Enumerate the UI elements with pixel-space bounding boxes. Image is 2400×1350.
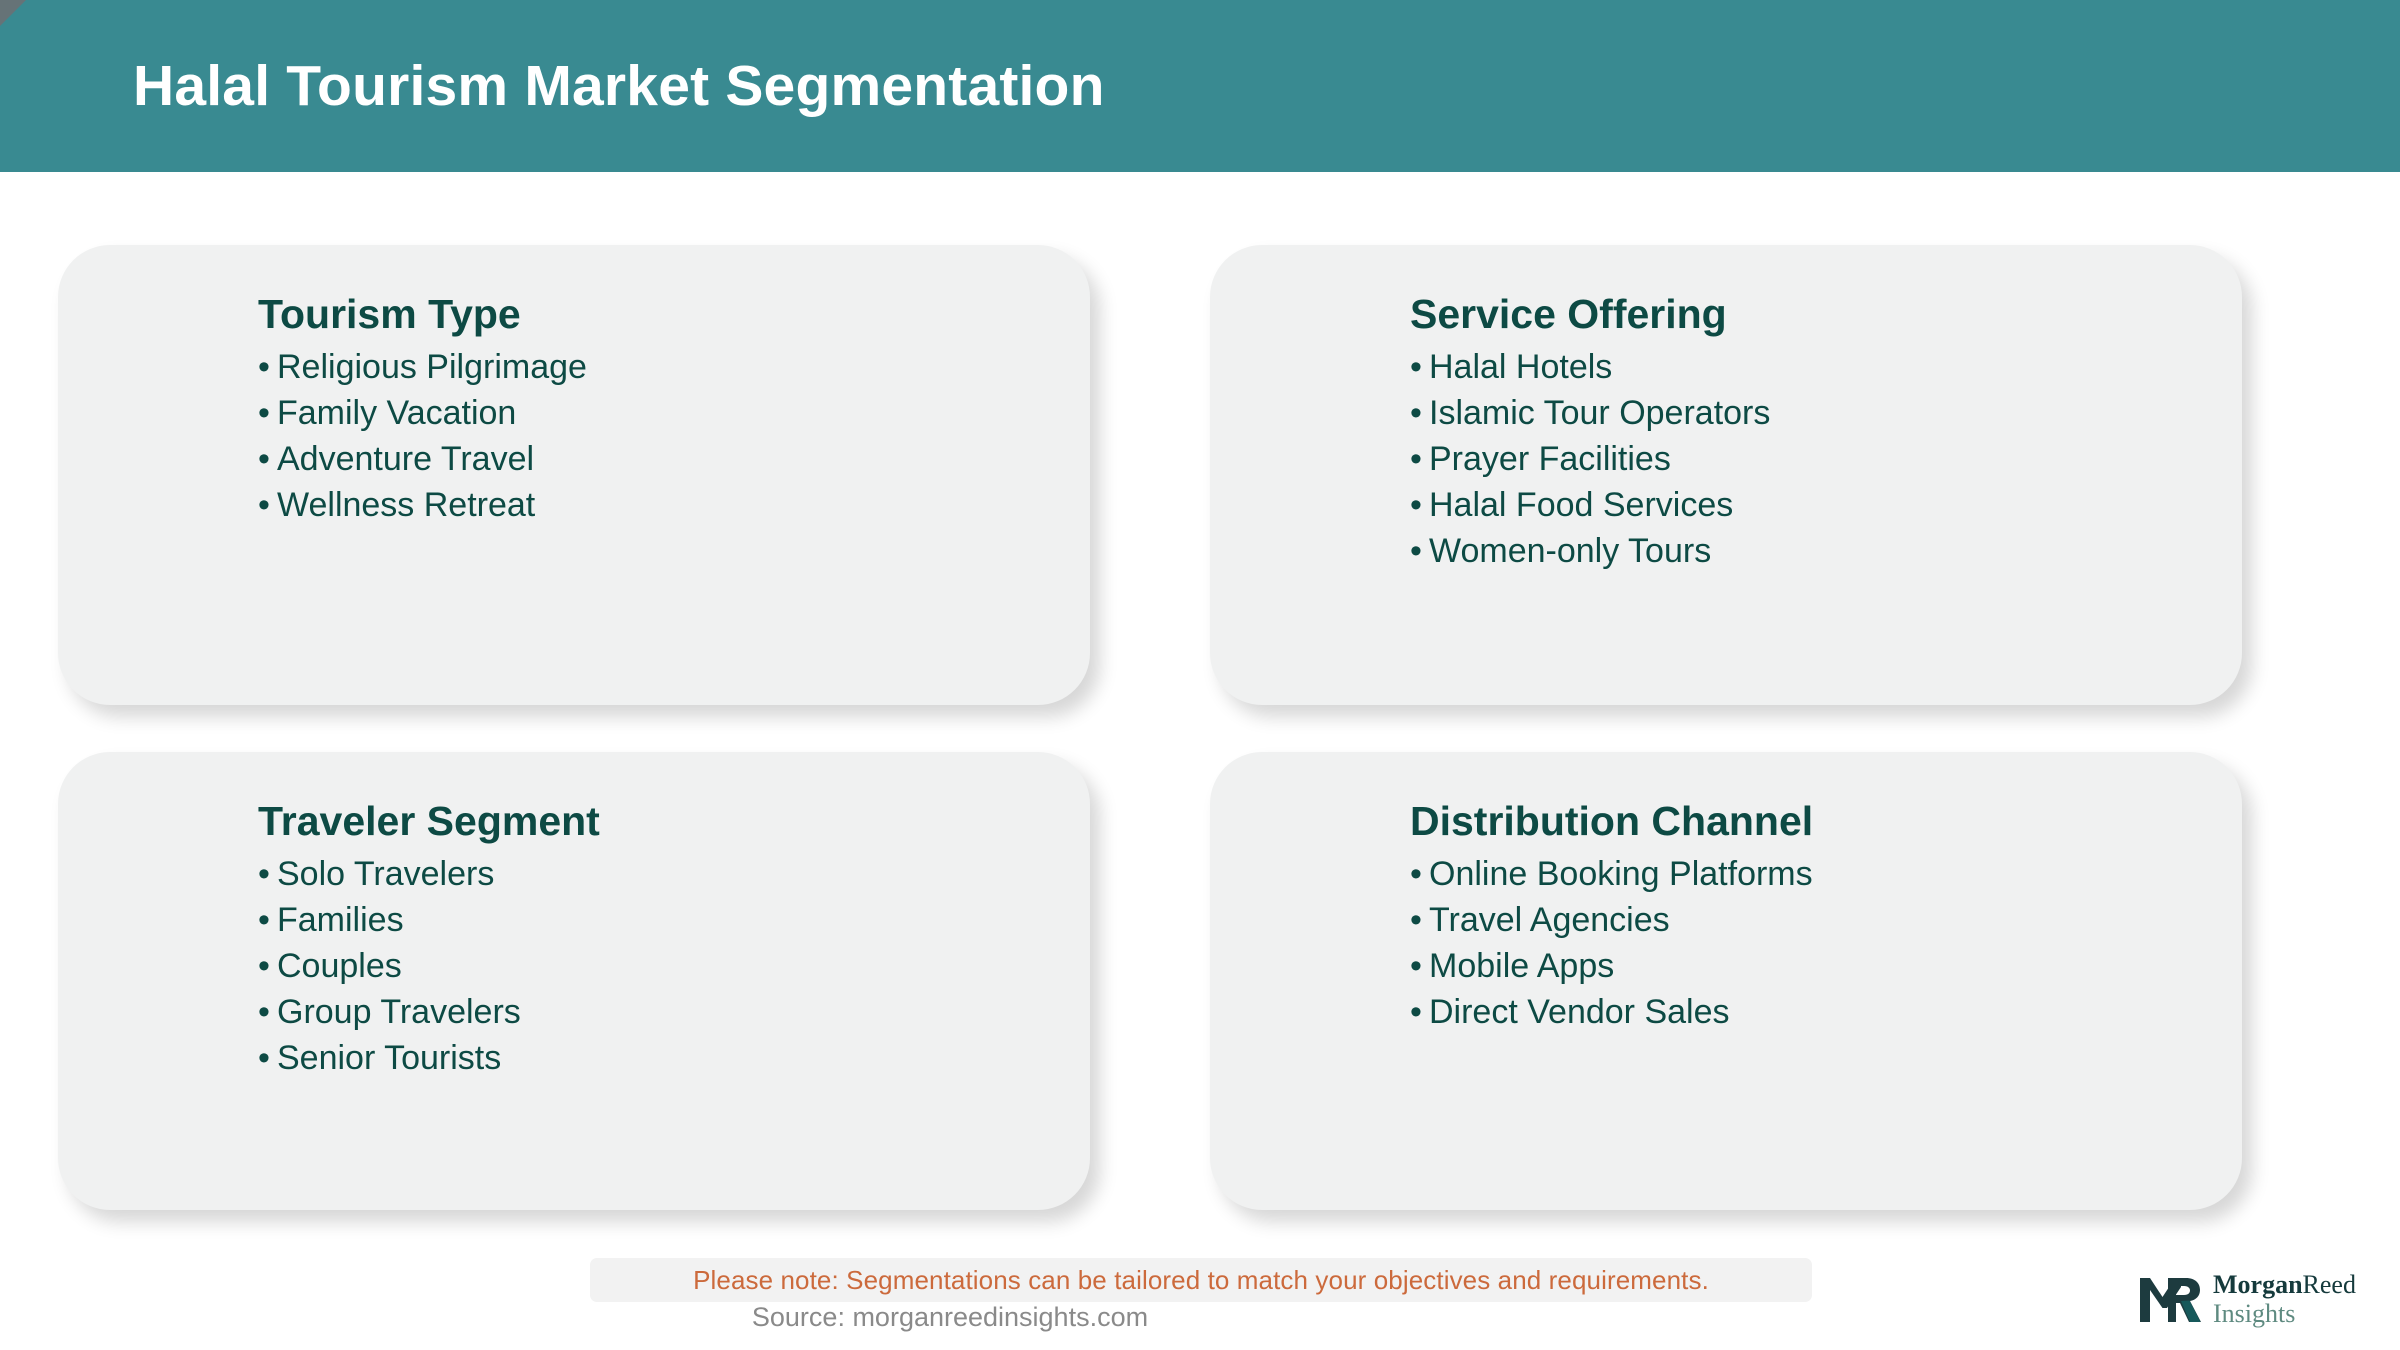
bullet-icon: • [1410,901,1422,940]
card-title: Tourism Type [258,291,521,337]
bullet-icon: • [258,901,270,940]
list-item-label: Mobile Apps [1429,947,1615,986]
bullet-icon: • [258,486,270,525]
list-item: • Mobile Apps [1410,943,2186,989]
logo-name-light: Reed [2302,1270,2356,1299]
logo-tagline: Insights [2213,1299,2296,1328]
list-item-label: Group Travelers [277,993,521,1032]
list-item-label: Prayer Facilities [1429,440,1671,479]
card-title: Traveler Segment [258,798,600,844]
corner-triangle-icon [0,0,26,26]
page-title: Halal Tourism Market Segmentation [133,54,1105,118]
list-item-label: Senior Tourists [277,1039,502,1078]
bullet-icon: • [1410,440,1422,479]
card-content: Distribution Channel • Online Booking Pl… [1410,799,2186,1035]
card-item-list: • Online Booking Platforms • Travel Agen… [1410,851,2186,1035]
bullet-icon: • [258,1039,270,1078]
segmentation-card-tourism-type: Tourism Type • Religious Pilgrimage • Fa… [58,245,1090,705]
list-item-label: Solo Travelers [277,855,495,894]
disclaimer-note-text: Please note: Segmentations can be tailor… [693,1264,1709,1295]
bullet-icon: • [1410,855,1422,894]
card-item-list: • Solo Travelers • Families • Couples • … [258,851,1034,1081]
card-content: Service Offering • Halal Hotels • Islami… [1410,292,2186,574]
list-item: • Halal Food Services [1410,482,2186,528]
list-item: • Group Travelers [258,989,1034,1035]
list-item: • Senior Tourists [258,1035,1034,1081]
brand-logo: MorganReed Insights [2137,1272,2356,1327]
card-item-list: • Religious Pilgrimage • Family Vacation… [258,344,1034,528]
list-item: • Prayer Facilities [1410,436,2186,482]
card-item-list: • Halal Hotels • Islamic Tour Operators … [1410,344,2186,574]
segmentation-card-traveler-segment: Traveler Segment • Solo Travelers • Fami… [58,752,1090,1210]
list-item: • Religious Pilgrimage [258,344,1034,390]
bullet-icon: • [1410,348,1422,387]
list-item-label: Couples [277,947,402,986]
card-content: Traveler Segment • Solo Travelers • Fami… [258,799,1034,1081]
card-title: Distribution Channel [1410,798,1814,844]
list-item-label: Travel Agencies [1429,901,1670,940]
bullet-icon: • [258,947,270,986]
logo-wordmark: MorganReed Insights [2213,1272,2356,1327]
logo-name-bold: Morgan [2213,1270,2303,1299]
list-item: • Online Booking Platforms [1410,851,2186,897]
list-item-label: Direct Vendor Sales [1429,993,1730,1032]
card-content: Tourism Type • Religious Pilgrimage • Fa… [258,292,1034,528]
list-item-label: Families [277,901,404,940]
header-bar: Halal Tourism Market Segmentation [0,0,2400,172]
list-item: • Halal Hotels [1410,344,2186,390]
bullet-icon: • [1410,993,1422,1032]
bullet-icon: • [258,348,270,387]
bullet-icon: • [258,394,270,433]
bullet-icon: • [1410,394,1422,433]
list-item: • Travel Agencies [1410,897,2186,943]
list-item: • Families [258,897,1034,943]
bullet-icon: • [1410,486,1422,525]
list-item-label: Islamic Tour Operators [1429,394,1771,433]
list-item-label: Halal Hotels [1429,348,1613,387]
list-item: • Adventure Travel [258,436,1034,482]
segmentation-card-service-offering: Service Offering • Halal Hotels • Islami… [1210,245,2242,705]
list-item-label: Wellness Retreat [277,486,536,525]
list-item: • Couples [258,943,1034,989]
list-item-label: Family Vacation [277,394,517,433]
disclaimer-note-pill: Please note: Segmentations can be tailor… [590,1258,1812,1302]
list-item-label: Religious Pilgrimage [277,348,587,387]
list-item: • Solo Travelers [258,851,1034,897]
list-item: • Wellness Retreat [258,482,1034,528]
bullet-icon: • [258,440,270,479]
list-item: • Family Vacation [258,390,1034,436]
list-item-label: Adventure Travel [277,440,535,479]
bullet-icon: • [1410,947,1422,986]
list-item-label: Online Booking Platforms [1429,855,1813,894]
card-title: Service Offering [1410,291,1727,337]
logo-company-name: MorganReed [2213,1272,2356,1298]
bullet-icon: • [258,993,270,1032]
list-item: • Women-only Tours [1410,528,2186,574]
source-attribution: Source: morganreedinsights.com [751,1302,1149,1332]
segmentation-card-distribution-channel: Distribution Channel • Online Booking Pl… [1210,752,2242,1210]
mr-monogram-icon [2140,1278,2201,1322]
list-item: • Islamic Tour Operators [1410,390,2186,436]
list-item-label: Women-only Tours [1429,532,1712,571]
list-item: • Direct Vendor Sales [1410,989,2186,1035]
bullet-icon: • [258,855,270,894]
list-item-label: Halal Food Services [1429,486,1734,525]
bullet-icon: • [1410,532,1422,571]
